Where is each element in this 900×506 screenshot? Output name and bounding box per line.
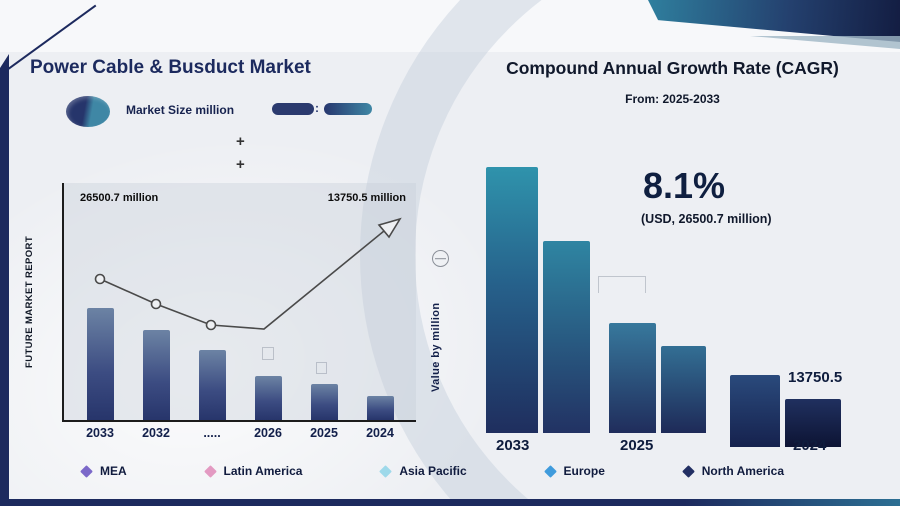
right-bar bbox=[609, 323, 656, 433]
left-category-label: 2024 bbox=[366, 426, 394, 440]
left-bar bbox=[254, 376, 282, 420]
legend-label: Asia Pacific bbox=[399, 464, 467, 478]
legend-diamond-icon bbox=[379, 464, 393, 478]
circle-minus-decoration bbox=[432, 250, 449, 267]
cagr-note: (USD, 26500.7 million) bbox=[641, 212, 772, 226]
left-categories: 2033 2032..... 2026 2025 2024 bbox=[64, 426, 416, 440]
left-bar bbox=[310, 384, 338, 420]
left-bars bbox=[72, 308, 408, 420]
plus-decoration: + bbox=[236, 156, 245, 173]
right-bar bbox=[486, 167, 538, 433]
legend-diamond-icon bbox=[543, 464, 557, 478]
right-group-2025 bbox=[609, 323, 706, 433]
left-category-label: 2032 bbox=[142, 426, 170, 440]
left-chart-title: Power Cable & Busduct Market bbox=[30, 57, 311, 78]
right-bar bbox=[785, 399, 841, 447]
trend-line-arrow bbox=[94, 217, 402, 331]
right-bar bbox=[661, 346, 706, 433]
left-category-label: 2033 bbox=[86, 426, 114, 440]
right-group-2033 bbox=[486, 167, 590, 433]
left-y-axis-label: FUTURE MARKET REPORT bbox=[24, 235, 35, 368]
legend-label: Latin America bbox=[223, 464, 303, 478]
ghost-decoration bbox=[598, 276, 646, 293]
legend-item-europe: Europe bbox=[543, 464, 605, 478]
pill-navy-decoration bbox=[272, 103, 314, 115]
left-category-label: 2025 bbox=[310, 426, 338, 440]
value-callout: 13750.5 bbox=[788, 369, 843, 386]
end-value-label: 13750.5 million bbox=[327, 192, 406, 204]
ghost-decoration bbox=[262, 347, 274, 360]
legend-label: Europe bbox=[563, 464, 605, 478]
bottom-frame-bar bbox=[0, 499, 900, 506]
market-size-sphere-icon bbox=[66, 96, 110, 127]
legend-item-latin-america: Latin America bbox=[203, 464, 303, 478]
legend-label: MEA bbox=[100, 464, 127, 478]
region-legend: MEA Latin America Asia Pacific Europe North … bbox=[80, 464, 784, 478]
cagr-value: 8.1% bbox=[643, 165, 726, 206]
legend-item-mea: MEA bbox=[80, 464, 127, 478]
legend-item-north-america: North America bbox=[681, 464, 784, 478]
pill-gradient-decoration bbox=[324, 103, 372, 115]
legend-diamond-icon bbox=[80, 464, 93, 478]
right-category-label: 2025 bbox=[620, 437, 654, 454]
right-category-label: 2024 bbox=[793, 437, 827, 454]
right-group-2024 bbox=[730, 375, 841, 447]
right-category-label: 2033 bbox=[496, 437, 530, 454]
left-bar-chart-plot: 26500.7 million 13750.5 million bbox=[62, 183, 416, 422]
market-size-legend-label: Market Size million bbox=[126, 103, 235, 117]
left-category-label: 2026 bbox=[254, 426, 282, 440]
left-bar bbox=[142, 330, 170, 420]
legend-diamond-icon bbox=[203, 464, 217, 478]
right-y-axis-label: Value by million bbox=[430, 302, 442, 392]
legend-item-asia-pacific: Asia Pacific bbox=[379, 464, 467, 478]
legend-diamond-icon bbox=[681, 464, 695, 478]
left-category-label: ..... bbox=[203, 426, 221, 440]
start-value-label: 26500.7 million bbox=[80, 192, 159, 204]
ghost-decoration bbox=[316, 362, 327, 374]
right-chart-title: Compound Annual Growth Rate (CAGR) bbox=[506, 58, 839, 78]
pill-separator: : bbox=[315, 101, 319, 115]
plus-decoration: + bbox=[236, 133, 245, 150]
left-bar bbox=[86, 308, 114, 420]
right-chart-subtitle: From: 2025-2033 bbox=[625, 92, 720, 106]
left-bar bbox=[366, 396, 394, 420]
right-bar bbox=[543, 241, 590, 433]
left-bar bbox=[198, 350, 226, 420]
left-frame-bar bbox=[0, 54, 9, 500]
legend-label: North America bbox=[701, 464, 784, 478]
right-bar bbox=[730, 375, 780, 447]
